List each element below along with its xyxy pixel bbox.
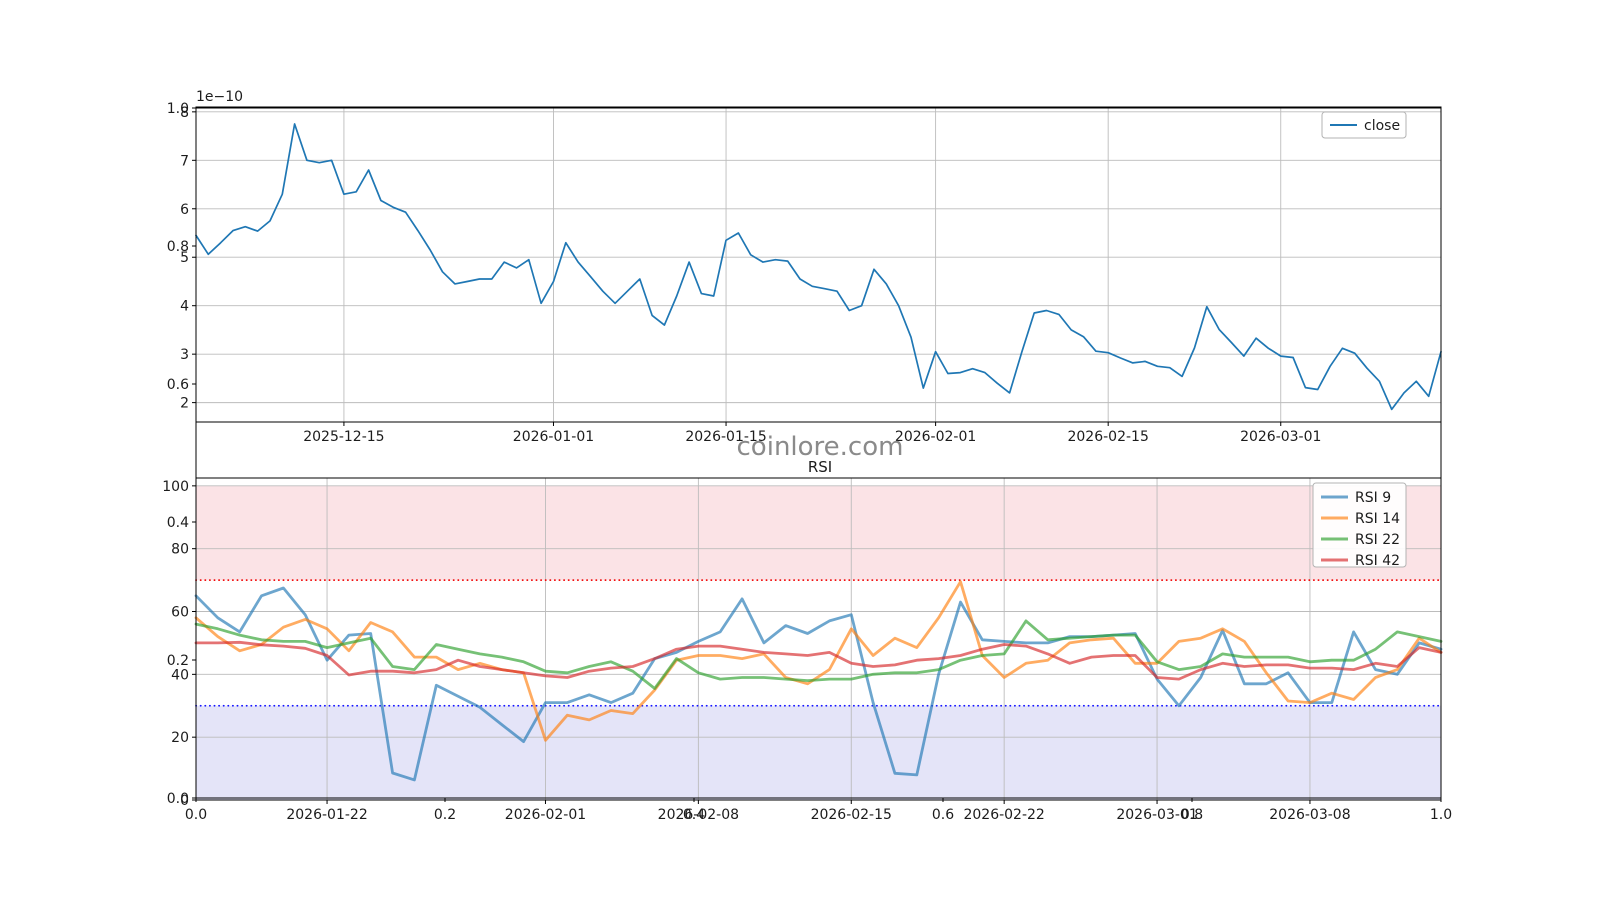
tick-label: 0.6: [932, 807, 954, 823]
tick-label: 2025-12-15: [303, 429, 384, 445]
price-legend-box: [1321, 111, 1407, 139]
rsi-line-rsi-9: [194, 586, 1443, 782]
tick-label: 6: [180, 202, 189, 218]
rsi-panel-title: RSI: [808, 458, 832, 476]
tick-label: 0.4: [683, 807, 705, 823]
tick-label: 2: [180, 396, 189, 412]
tick-label: 2026-02-08: [658, 807, 739, 823]
tick-label: 2026-03-01: [1116, 807, 1197, 823]
rsi-line-rsi-14: [194, 580, 1443, 742]
chart-render-root: 8 7 6 5 4 3 2 1.0 0.8 0.6 0.4 0.2 0.0 2025-12-15 2026-…: [162, 101, 1452, 823]
rsi-threshold-lines: [195, 579, 1442, 707]
tick-label: 80: [171, 542, 189, 558]
tick-label: 0: [180, 793, 189, 809]
tick-label: 1.0: [167, 101, 189, 117]
tick-label: 0.0: [167, 791, 189, 807]
tick-label: RSI 42: [1355, 553, 1400, 569]
tick-label: 40: [171, 667, 189, 683]
tick-label: RSI 14: [1355, 511, 1400, 527]
tick-label: 0.4: [167, 515, 189, 531]
tick-label: 1.0: [1430, 807, 1452, 823]
tick-label: 0.2: [434, 807, 456, 823]
tick-label: 2026-02-22: [963, 807, 1044, 823]
tick-label: 0.8: [167, 239, 189, 255]
tick-label: 8: [180, 105, 189, 121]
tick-label: 0.0: [185, 807, 207, 823]
tick-label: close: [1364, 118, 1400, 134]
rsi-line-rsi-42: [194, 640, 1443, 681]
tick-label: 4: [180, 299, 189, 315]
tick-label: 2026-02-15: [1067, 429, 1148, 445]
tick-label: 2026-03-08: [1269, 807, 1350, 823]
tick-label: 3: [180, 347, 189, 363]
tick-label: 2026-01-01: [513, 429, 594, 445]
tick-label: RSI 22: [1355, 532, 1400, 548]
rsi-legend: RSI 9 RSI 14 RSI 22 RSI 42: [1312, 482, 1407, 569]
rsi-legend-box: [1312, 482, 1407, 568]
tick-marks-and-labels: 8 7 6 5 4 3 2 1.0 0.8 0.6 0.4 0.2 0.0 2025-12-15 2026-…: [162, 101, 1452, 823]
tick-label: 7: [180, 153, 189, 169]
tick-label: 2026-01-22: [286, 807, 367, 823]
price-panel-grid: [196, 107, 1441, 422]
tick-label: 0.6: [167, 377, 189, 393]
rsi-line-rsi-22: [194, 619, 1443, 690]
tick-label: 2026-01-15: [685, 429, 766, 445]
watermark: coinlore.com: [737, 432, 904, 462]
price-panel-border: [195, 106, 1442, 423]
y-axis-offset-label: 1e−10: [196, 89, 243, 105]
tick-label: 2026-03-01: [1240, 429, 1321, 445]
rsi-bands: [196, 485, 1441, 800]
tick-label: 2026-02-01: [895, 429, 976, 445]
tick-label: 0.8: [1181, 807, 1203, 823]
overbought-band: [196, 485, 1441, 581]
tick-label: 20: [171, 730, 189, 746]
tick-label: 2026-02-15: [811, 807, 892, 823]
price-legend: close: [1321, 111, 1407, 139]
close-line: [195, 123, 1442, 411]
oversold-band: [196, 705, 1441, 800]
tick-label: RSI 9: [1355, 490, 1391, 506]
tick-label: 100: [162, 479, 189, 495]
rsi-panel-grid: [196, 478, 1441, 800]
tick-label: 2026-02-01: [505, 807, 586, 823]
price-line-group: [195, 123, 1442, 411]
tick-label: 0.2: [167, 653, 189, 669]
tick-label: 60: [171, 605, 189, 621]
tick-label: 5: [180, 250, 189, 266]
figure-axes-border: [195, 107, 1442, 799]
rsi-lines: [194, 580, 1443, 782]
